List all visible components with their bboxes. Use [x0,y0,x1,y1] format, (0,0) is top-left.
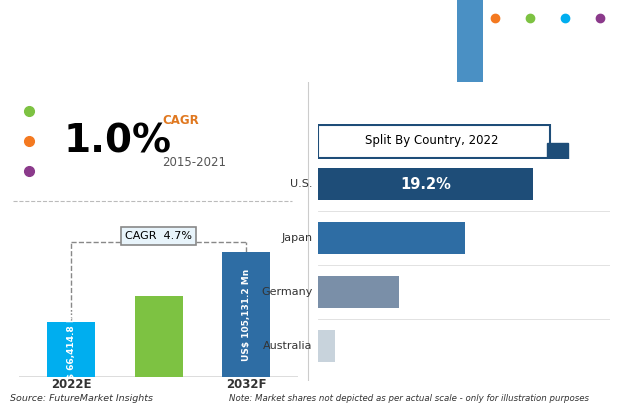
Bar [318,330,335,362]
Text: US$ 105,131.2 Mn: US$ 105,131.2 Mn [241,269,251,361]
Text: Note: Market shares not depicted as per actual scale - only for illustration pur: Note: Market shares not depicted as per … [229,394,589,403]
Text: Split By Country, 2022: Split By Country, 2022 [365,134,499,147]
Text: 2015-2021: 2015-2021 [162,156,226,169]
Text: Source: FutureMarket Insights: Source: FutureMarket Insights [10,394,152,403]
Bar [135,296,183,377]
Text: Germany: Germany [261,287,312,297]
Bar [222,252,270,377]
Text: 2022E: 2022E [51,378,91,391]
Text: Australia: Australia [263,341,312,351]
Bar [318,168,533,200]
Bar [547,143,568,159]
Bar [318,222,465,254]
Text: CAGR: CAGR [162,114,199,127]
FancyBboxPatch shape [318,125,549,158]
Text: 1.0%: 1.0% [64,122,171,161]
Bar [48,322,95,377]
Bar [318,276,399,308]
Text: U.S.: U.S. [290,179,312,189]
Text: fmi: fmi [525,38,561,57]
Text: Global Automotive Brake System & Components: Global Automotive Brake System & Compone… [13,16,411,31]
Bar [457,0,483,82]
Text: Japan: Japan [281,233,312,243]
Text: 19.2%: 19.2% [400,176,451,191]
Text: Future Market Insights: Future Market Insights [507,67,578,72]
Text: US$ 66,414.8 Mn: US$ 66,414.8 Mn [67,306,76,393]
Text: Market Analysis 2022-2032: Market Analysis 2022-2032 [13,51,237,66]
Text: CAGR  4.7%: CAGR 4.7% [125,231,192,241]
Text: 2032F: 2032F [226,378,266,391]
